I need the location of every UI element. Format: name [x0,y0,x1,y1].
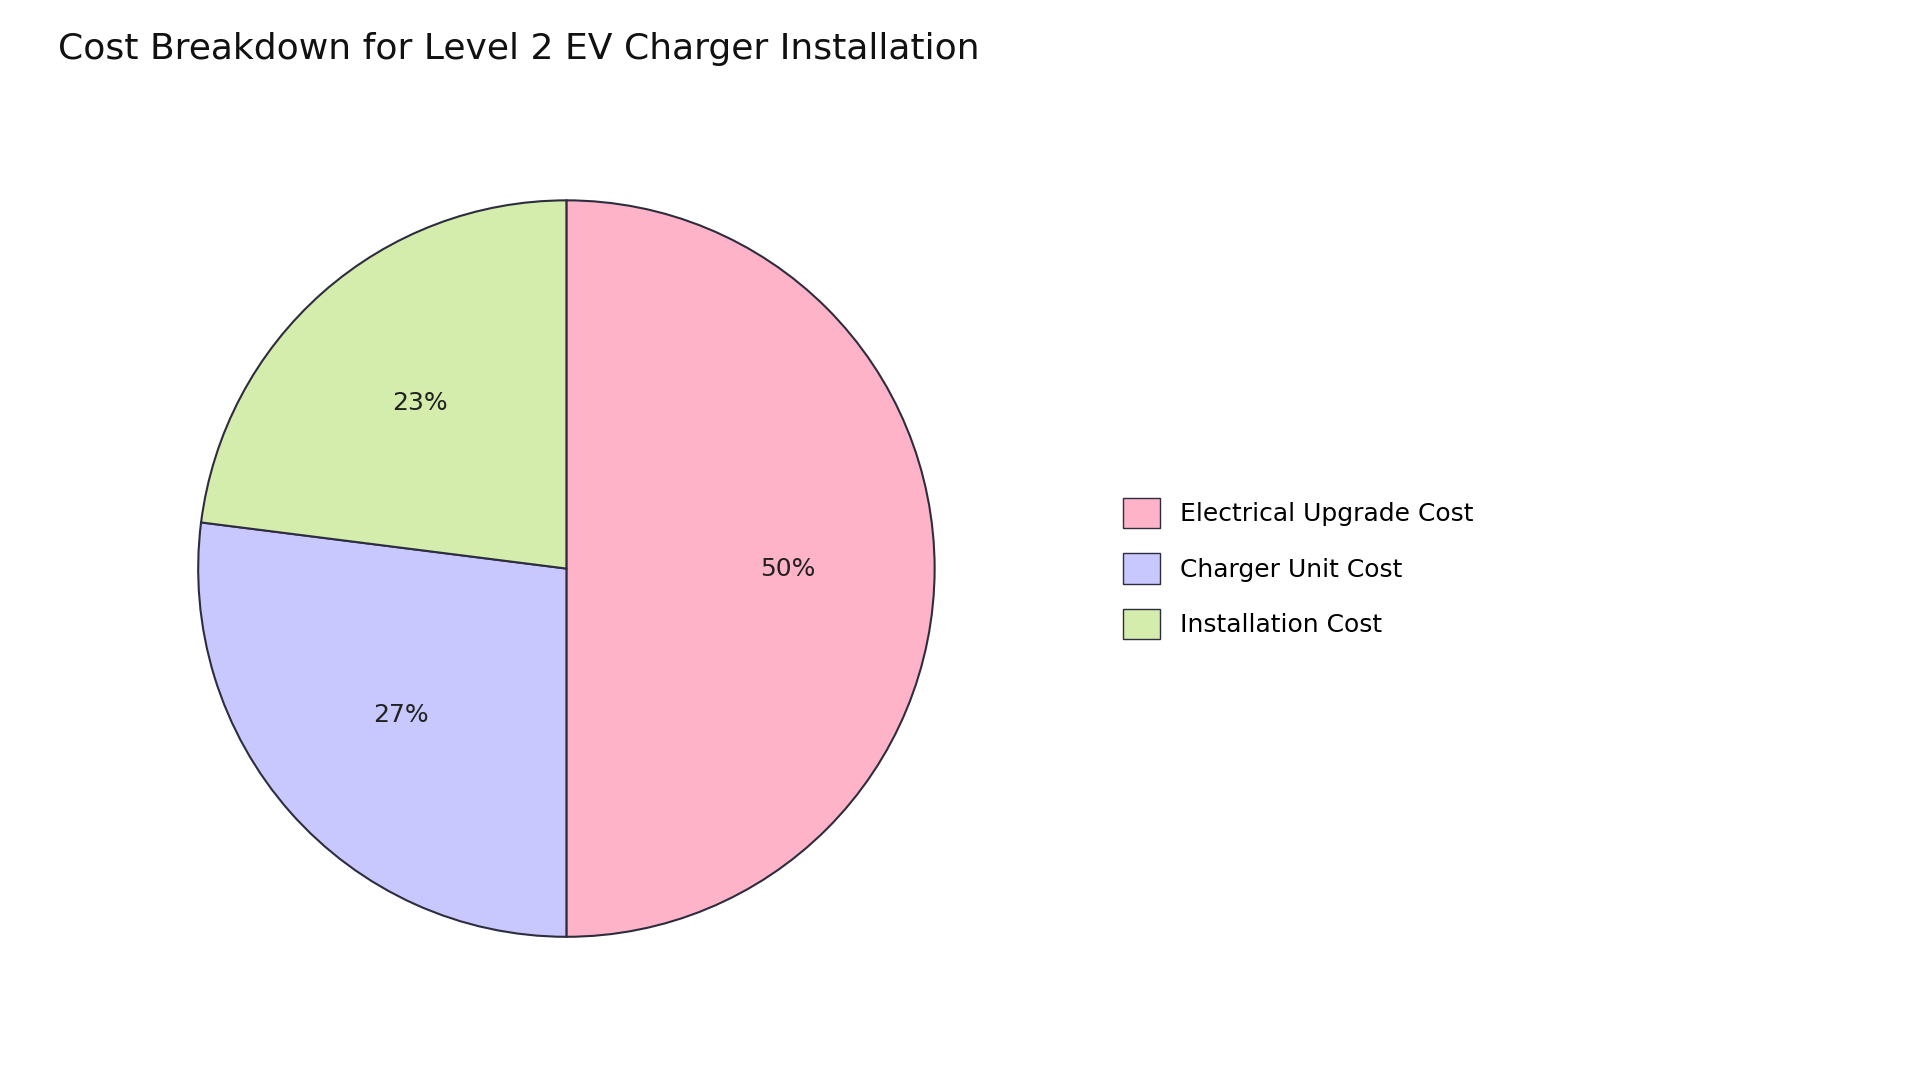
Text: 50%: 50% [760,557,814,580]
Wedge shape [202,200,566,569]
Text: 23%: 23% [392,391,447,415]
Text: Cost Breakdown for Level 2 EV Charger Installation: Cost Breakdown for Level 2 EV Charger In… [58,32,979,66]
Wedge shape [198,522,566,937]
Legend: Electrical Upgrade Cost, Charger Unit Cost, Installation Cost: Electrical Upgrade Cost, Charger Unit Co… [1114,487,1484,650]
Text: 27%: 27% [372,703,428,727]
Wedge shape [566,200,935,937]
